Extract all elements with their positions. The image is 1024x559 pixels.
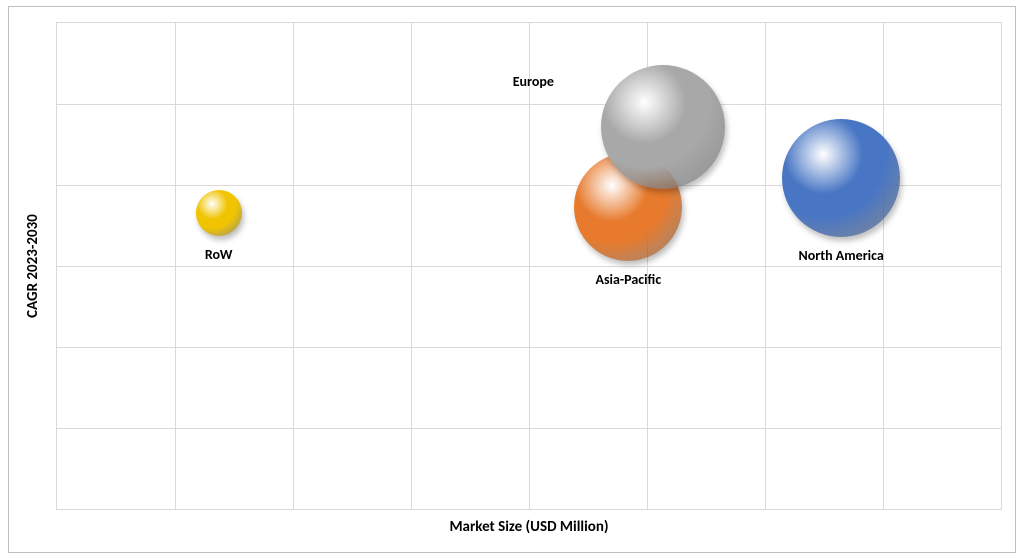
plot-area bbox=[56, 22, 1002, 510]
y-axis-label: CAGR 2023-2030 bbox=[24, 116, 42, 416]
gridline-horizontal bbox=[57, 266, 1001, 267]
bubble-north-america bbox=[782, 119, 900, 237]
bubble-label: Europe bbox=[513, 73, 554, 90]
bubble-label: North America bbox=[799, 247, 884, 264]
x-axis-label: Market Size (USD Million) bbox=[329, 518, 729, 536]
bubble-label: Asia-Pacific bbox=[595, 271, 661, 288]
bubble-europe bbox=[601, 65, 725, 189]
gridline-horizontal bbox=[57, 347, 1001, 348]
bubble-row bbox=[196, 190, 242, 236]
bubble-label: RoW bbox=[205, 246, 233, 263]
gridline-horizontal bbox=[57, 104, 1001, 105]
gridline-horizontal bbox=[57, 428, 1001, 429]
